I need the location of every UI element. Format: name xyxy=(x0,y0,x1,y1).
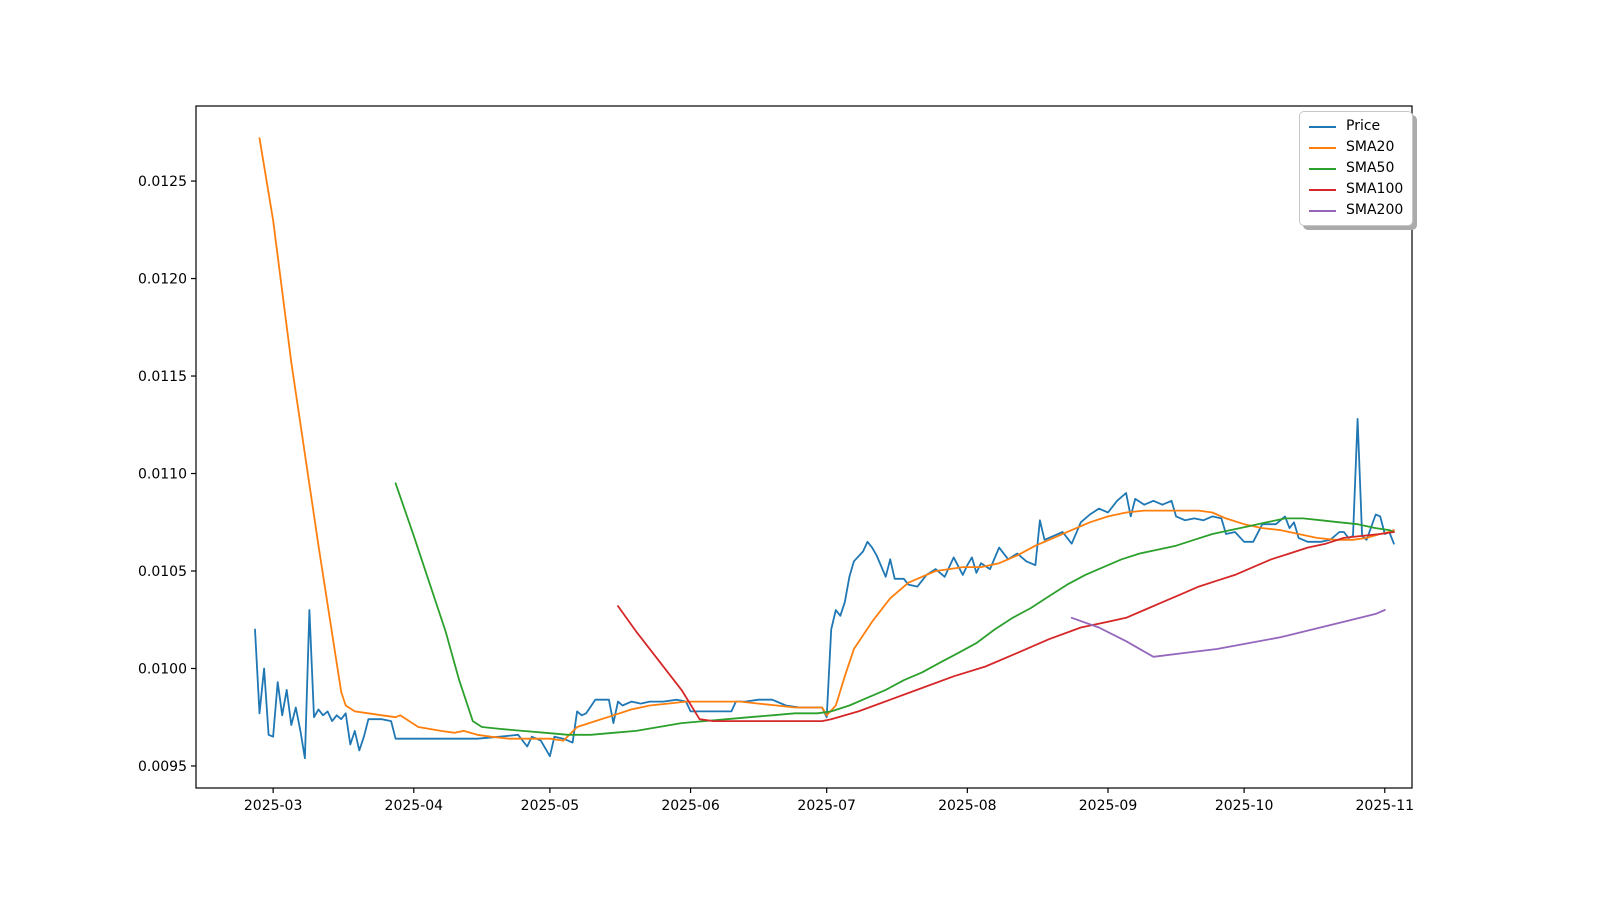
legend-label-price: Price xyxy=(1346,118,1381,134)
legend-label-sma20: SMA20 xyxy=(1346,139,1395,155)
y-tick-label: 0.0105 xyxy=(138,564,187,580)
x-tick-label: 2025-09 xyxy=(1079,798,1138,814)
legend-label-sma100: SMA100 xyxy=(1346,181,1404,197)
legend-item-sma100: SMA100 xyxy=(1309,182,1403,197)
y-tick-label: 0.0100 xyxy=(138,661,187,677)
legend-item-sma20: SMA20 xyxy=(1309,140,1403,155)
y-tick-label: 0.0110 xyxy=(138,466,187,482)
y-tick-label: 0.0095 xyxy=(138,759,187,775)
plot-border xyxy=(195,105,1413,789)
y-axis: 0.0095 0.0100 0.0105 0.0110 0.0115 0.0120 0.01… xyxy=(138,174,196,775)
sma50-line-swatch xyxy=(1309,167,1336,170)
series-lines xyxy=(254,137,1395,760)
x-tick-label: 2025-11 xyxy=(1356,798,1415,814)
y-tick-label: 0.0120 xyxy=(138,271,187,287)
legend-item-sma200: SMA200 xyxy=(1309,203,1403,218)
y-tick-label: 0.0115 xyxy=(138,369,187,385)
x-tick-label: 2025-07 xyxy=(797,798,856,814)
sma20-line-swatch xyxy=(1309,146,1336,149)
legend-label-sma50: SMA50 xyxy=(1346,160,1395,176)
series-line-sma100 xyxy=(617,531,1395,722)
x-tick-label: 2025-04 xyxy=(385,798,444,814)
x-tick-label: 2025-08 xyxy=(938,798,997,814)
x-tick-label: 2025-03 xyxy=(244,798,303,814)
series-line-sma20 xyxy=(258,137,1395,742)
price-line-swatch xyxy=(1309,125,1336,128)
series-line-sma50 xyxy=(394,482,1395,736)
x-axis: 2025-03 2025-04 2025-05 2025-06 2025-07 2025-… xyxy=(244,788,1414,814)
series-line-price xyxy=(254,417,1395,760)
x-tick-label: 2025-06 xyxy=(661,798,720,814)
legend: Price SMA20 SMA50 SMA100 SMA200 xyxy=(1299,111,1414,226)
y-tick-label: 0.0125 xyxy=(138,174,187,190)
legend-item-price: Price xyxy=(1309,119,1403,134)
sma200-line-swatch xyxy=(1309,209,1336,212)
series-line-sma200 xyxy=(1070,609,1386,658)
sma100-line-swatch xyxy=(1309,188,1336,191)
legend-item-sma50: SMA50 xyxy=(1309,161,1403,176)
legend-label-sma200: SMA200 xyxy=(1346,202,1404,218)
x-tick-label: 2025-10 xyxy=(1215,798,1274,814)
x-tick-label: 2025-05 xyxy=(521,798,580,814)
